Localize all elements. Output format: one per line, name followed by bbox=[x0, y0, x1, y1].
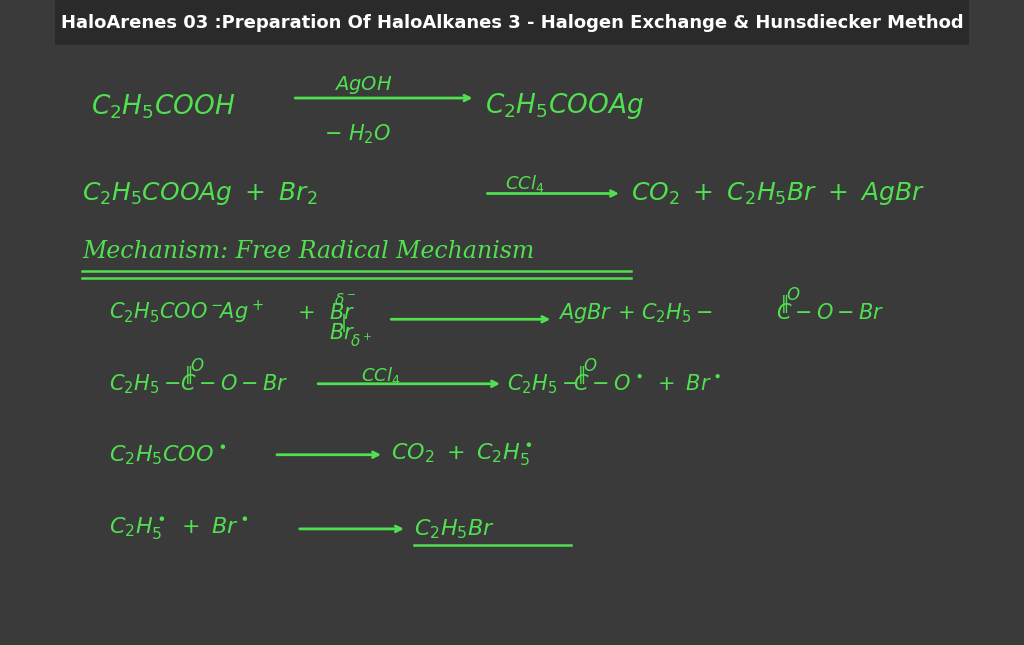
Text: $\|$: $\|$ bbox=[183, 364, 191, 386]
Text: $O$: $O$ bbox=[189, 357, 205, 375]
Text: $C_2H_5COOAg$: $C_2H_5COOAg$ bbox=[484, 92, 643, 121]
Text: $+\ C_2H_5-$: $+\ C_2H_5-$ bbox=[617, 301, 713, 324]
Text: $C-O^\bullet\ +\ Br^\bullet$: $C-O^\bullet\ +\ Br^\bullet$ bbox=[573, 373, 722, 394]
Text: $AgBr$: $AgBr$ bbox=[558, 301, 612, 325]
Text: $-\ H_2O$: $-\ H_2O$ bbox=[325, 123, 392, 146]
Text: $C_2H_5^\bullet\ +\ Br^\bullet$: $C_2H_5^\bullet\ +\ Br^\bullet$ bbox=[110, 516, 250, 542]
Text: $CCl_4$: $CCl_4$ bbox=[361, 365, 400, 386]
Text: $|$: $|$ bbox=[340, 312, 346, 333]
Text: $AgOH$: $AgOH$ bbox=[334, 74, 392, 96]
Text: $C_2H_5COOH$: $C_2H_5COOH$ bbox=[91, 92, 236, 121]
Text: $O$: $O$ bbox=[786, 286, 801, 304]
Text: $\delta^-$: $\delta^-$ bbox=[334, 292, 356, 308]
Text: $C-O-Br$: $C-O-Br$ bbox=[180, 373, 288, 394]
Text: $CO_2\ +\ C_2H_5^\bullet$: $CO_2\ +\ C_2H_5^\bullet$ bbox=[391, 442, 534, 468]
Text: $C_2H_5COO^-\!\!Ag^+$: $C_2H_5COO^-\!\!Ag^+$ bbox=[110, 299, 264, 326]
Text: Mechanism: Free Radical Mechanism: Mechanism: Free Radical Mechanism bbox=[82, 240, 535, 263]
Text: $C_2H_5COO^\bullet$: $C_2H_5COO^\bullet$ bbox=[110, 443, 227, 466]
Text: $CO_2\ +\ C_2H_5Br\ +\ AgBr$: $CO_2\ +\ C_2H_5Br\ +\ AgBr$ bbox=[631, 180, 925, 207]
Text: $C_2H_5-$: $C_2H_5-$ bbox=[508, 372, 579, 395]
Text: $CCl_4$: $CCl_4$ bbox=[505, 173, 544, 194]
Text: $Br$: $Br$ bbox=[329, 323, 355, 344]
Text: $Br$: $Br$ bbox=[329, 303, 355, 323]
Text: $\|$: $\|$ bbox=[577, 364, 585, 386]
Text: $O$: $O$ bbox=[584, 357, 598, 375]
Text: HaloArenes 03 :Preparation Of HaloAlkanes 3 - Halogen Exchange & Hunsdiecker Met: HaloArenes 03 :Preparation Of HaloAlkane… bbox=[60, 14, 964, 32]
Text: $C_2H_5Br$: $C_2H_5Br$ bbox=[414, 517, 495, 541]
Text: $\delta^+$: $\delta^+$ bbox=[350, 333, 373, 350]
Text: $C_2H_5COOAg\ +\ Br_2$: $C_2H_5COOAg\ +\ Br_2$ bbox=[82, 180, 317, 207]
Text: $+$: $+$ bbox=[297, 303, 314, 323]
FancyBboxPatch shape bbox=[54, 0, 970, 45]
Text: $C-O-Br$: $C-O-Br$ bbox=[775, 303, 884, 323]
Text: $C_2H_5-$: $C_2H_5-$ bbox=[110, 372, 181, 395]
Text: $\|$: $\|$ bbox=[780, 293, 788, 315]
